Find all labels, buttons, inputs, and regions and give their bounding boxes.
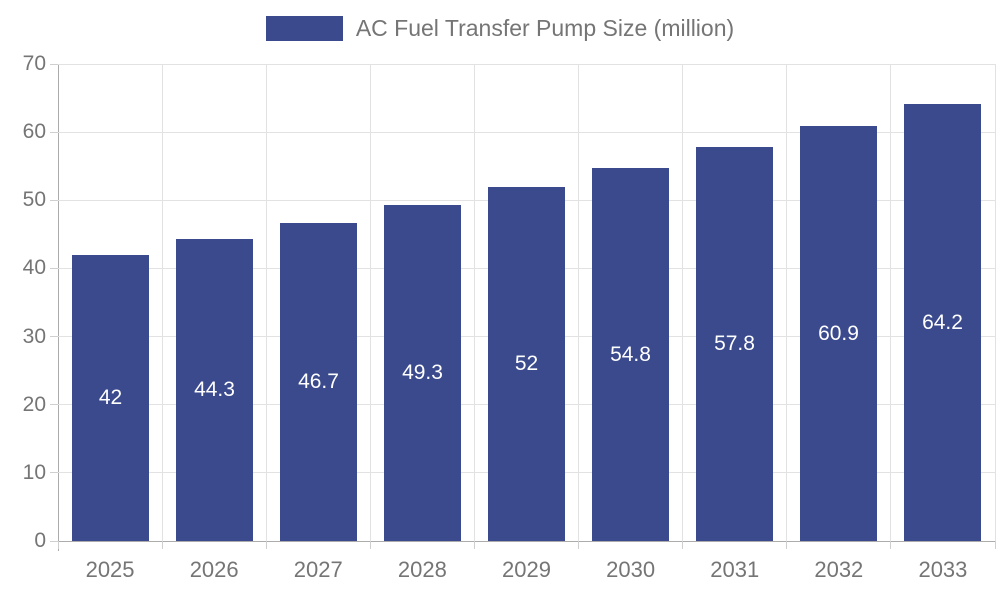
y-gridline bbox=[58, 131, 995, 133]
x-tick-label: 2028 bbox=[397, 557, 447, 582]
x-gridline bbox=[161, 64, 163, 541]
x-tick bbox=[682, 541, 684, 549]
legend-label: AC Fuel Transfer Pump Size (million) bbox=[355, 14, 735, 41]
bar-value-label: 57.8 bbox=[714, 332, 755, 355]
x-tick-label: 2026 bbox=[189, 557, 239, 582]
y-tick-label: 10 bbox=[22, 460, 46, 484]
bar-value-label: 52 bbox=[514, 352, 539, 375]
y-tick bbox=[50, 131, 58, 133]
x-gridline bbox=[473, 64, 475, 541]
x-gridline bbox=[682, 64, 684, 541]
legend-swatch bbox=[265, 15, 343, 41]
y-tick bbox=[50, 472, 58, 474]
y-tick-label: 40 bbox=[22, 256, 46, 280]
plot-area: 42 44.3 46.7 49.3 52 54.8 57.8 60.9 64.2 bbox=[58, 63, 996, 541]
bar-value-label: 46.7 bbox=[298, 370, 339, 393]
y-tick bbox=[50, 540, 58, 542]
x-tick-label: 2025 bbox=[85, 557, 135, 582]
x-axis-line bbox=[58, 541, 995, 542]
y-tick-label: 60 bbox=[22, 120, 46, 144]
y-tick-label: 20 bbox=[22, 392, 46, 416]
x-tick bbox=[578, 541, 580, 549]
x-gridline bbox=[578, 64, 580, 541]
x-gridline bbox=[890, 64, 892, 541]
y-tick-label: 0 bbox=[34, 529, 46, 552]
bar: 46.7 bbox=[280, 223, 357, 541]
bar: 54.8 bbox=[592, 168, 669, 541]
bar-value-label: 60.9 bbox=[818, 321, 859, 345]
legend-item[interactable]: AC Fuel Transfer Pump Size (million) bbox=[0, 13, 1000, 43]
x-tick bbox=[994, 541, 996, 549]
x-tick-label: 2033 bbox=[918, 557, 968, 582]
y-tick bbox=[50, 267, 58, 269]
x-tick bbox=[161, 541, 163, 549]
x-gridline bbox=[994, 64, 996, 541]
x-tick-label: 2030 bbox=[606, 557, 656, 582]
x-tick bbox=[786, 541, 788, 549]
y-tick-label: 70 bbox=[22, 52, 46, 75]
x-tick-label: 2027 bbox=[293, 557, 343, 582]
bar: 60.9 bbox=[800, 126, 877, 541]
y-tick bbox=[50, 336, 58, 338]
y-tick bbox=[50, 63, 58, 65]
y-tick bbox=[50, 404, 58, 406]
bar-value-label: 64.2 bbox=[922, 310, 963, 334]
bar: 57.8 bbox=[696, 147, 773, 541]
x-tick bbox=[369, 541, 371, 549]
x-tick bbox=[473, 541, 475, 549]
x-tick bbox=[265, 541, 267, 549]
y-tick-label: 50 bbox=[22, 188, 46, 212]
y-gridline bbox=[58, 63, 995, 65]
y-axis-line bbox=[58, 64, 59, 551]
bar: 44.3 bbox=[176, 239, 253, 541]
x-gridline bbox=[786, 64, 788, 541]
bar: 52 bbox=[488, 187, 565, 541]
x-tick bbox=[890, 541, 892, 549]
y-tick-label: 30 bbox=[22, 324, 46, 348]
bar-value-label: 44.3 bbox=[194, 378, 235, 401]
bar-value-label: 54.8 bbox=[610, 342, 651, 366]
y-tick bbox=[50, 199, 58, 201]
bar: 64.2 bbox=[904, 104, 981, 541]
x-tick-label: 2032 bbox=[814, 557, 864, 582]
x-gridline bbox=[369, 64, 371, 541]
bar: 49.3 bbox=[384, 205, 461, 541]
bar: 42 bbox=[72, 255, 149, 541]
x-tick-label: 2029 bbox=[502, 557, 551, 582]
x-tick-label: 2031 bbox=[710, 557, 760, 582]
bar-value-label: 49.3 bbox=[402, 361, 443, 384]
bar-value-label: 42 bbox=[98, 386, 123, 409]
x-tick bbox=[57, 541, 59, 549]
x-gridline bbox=[265, 64, 267, 541]
